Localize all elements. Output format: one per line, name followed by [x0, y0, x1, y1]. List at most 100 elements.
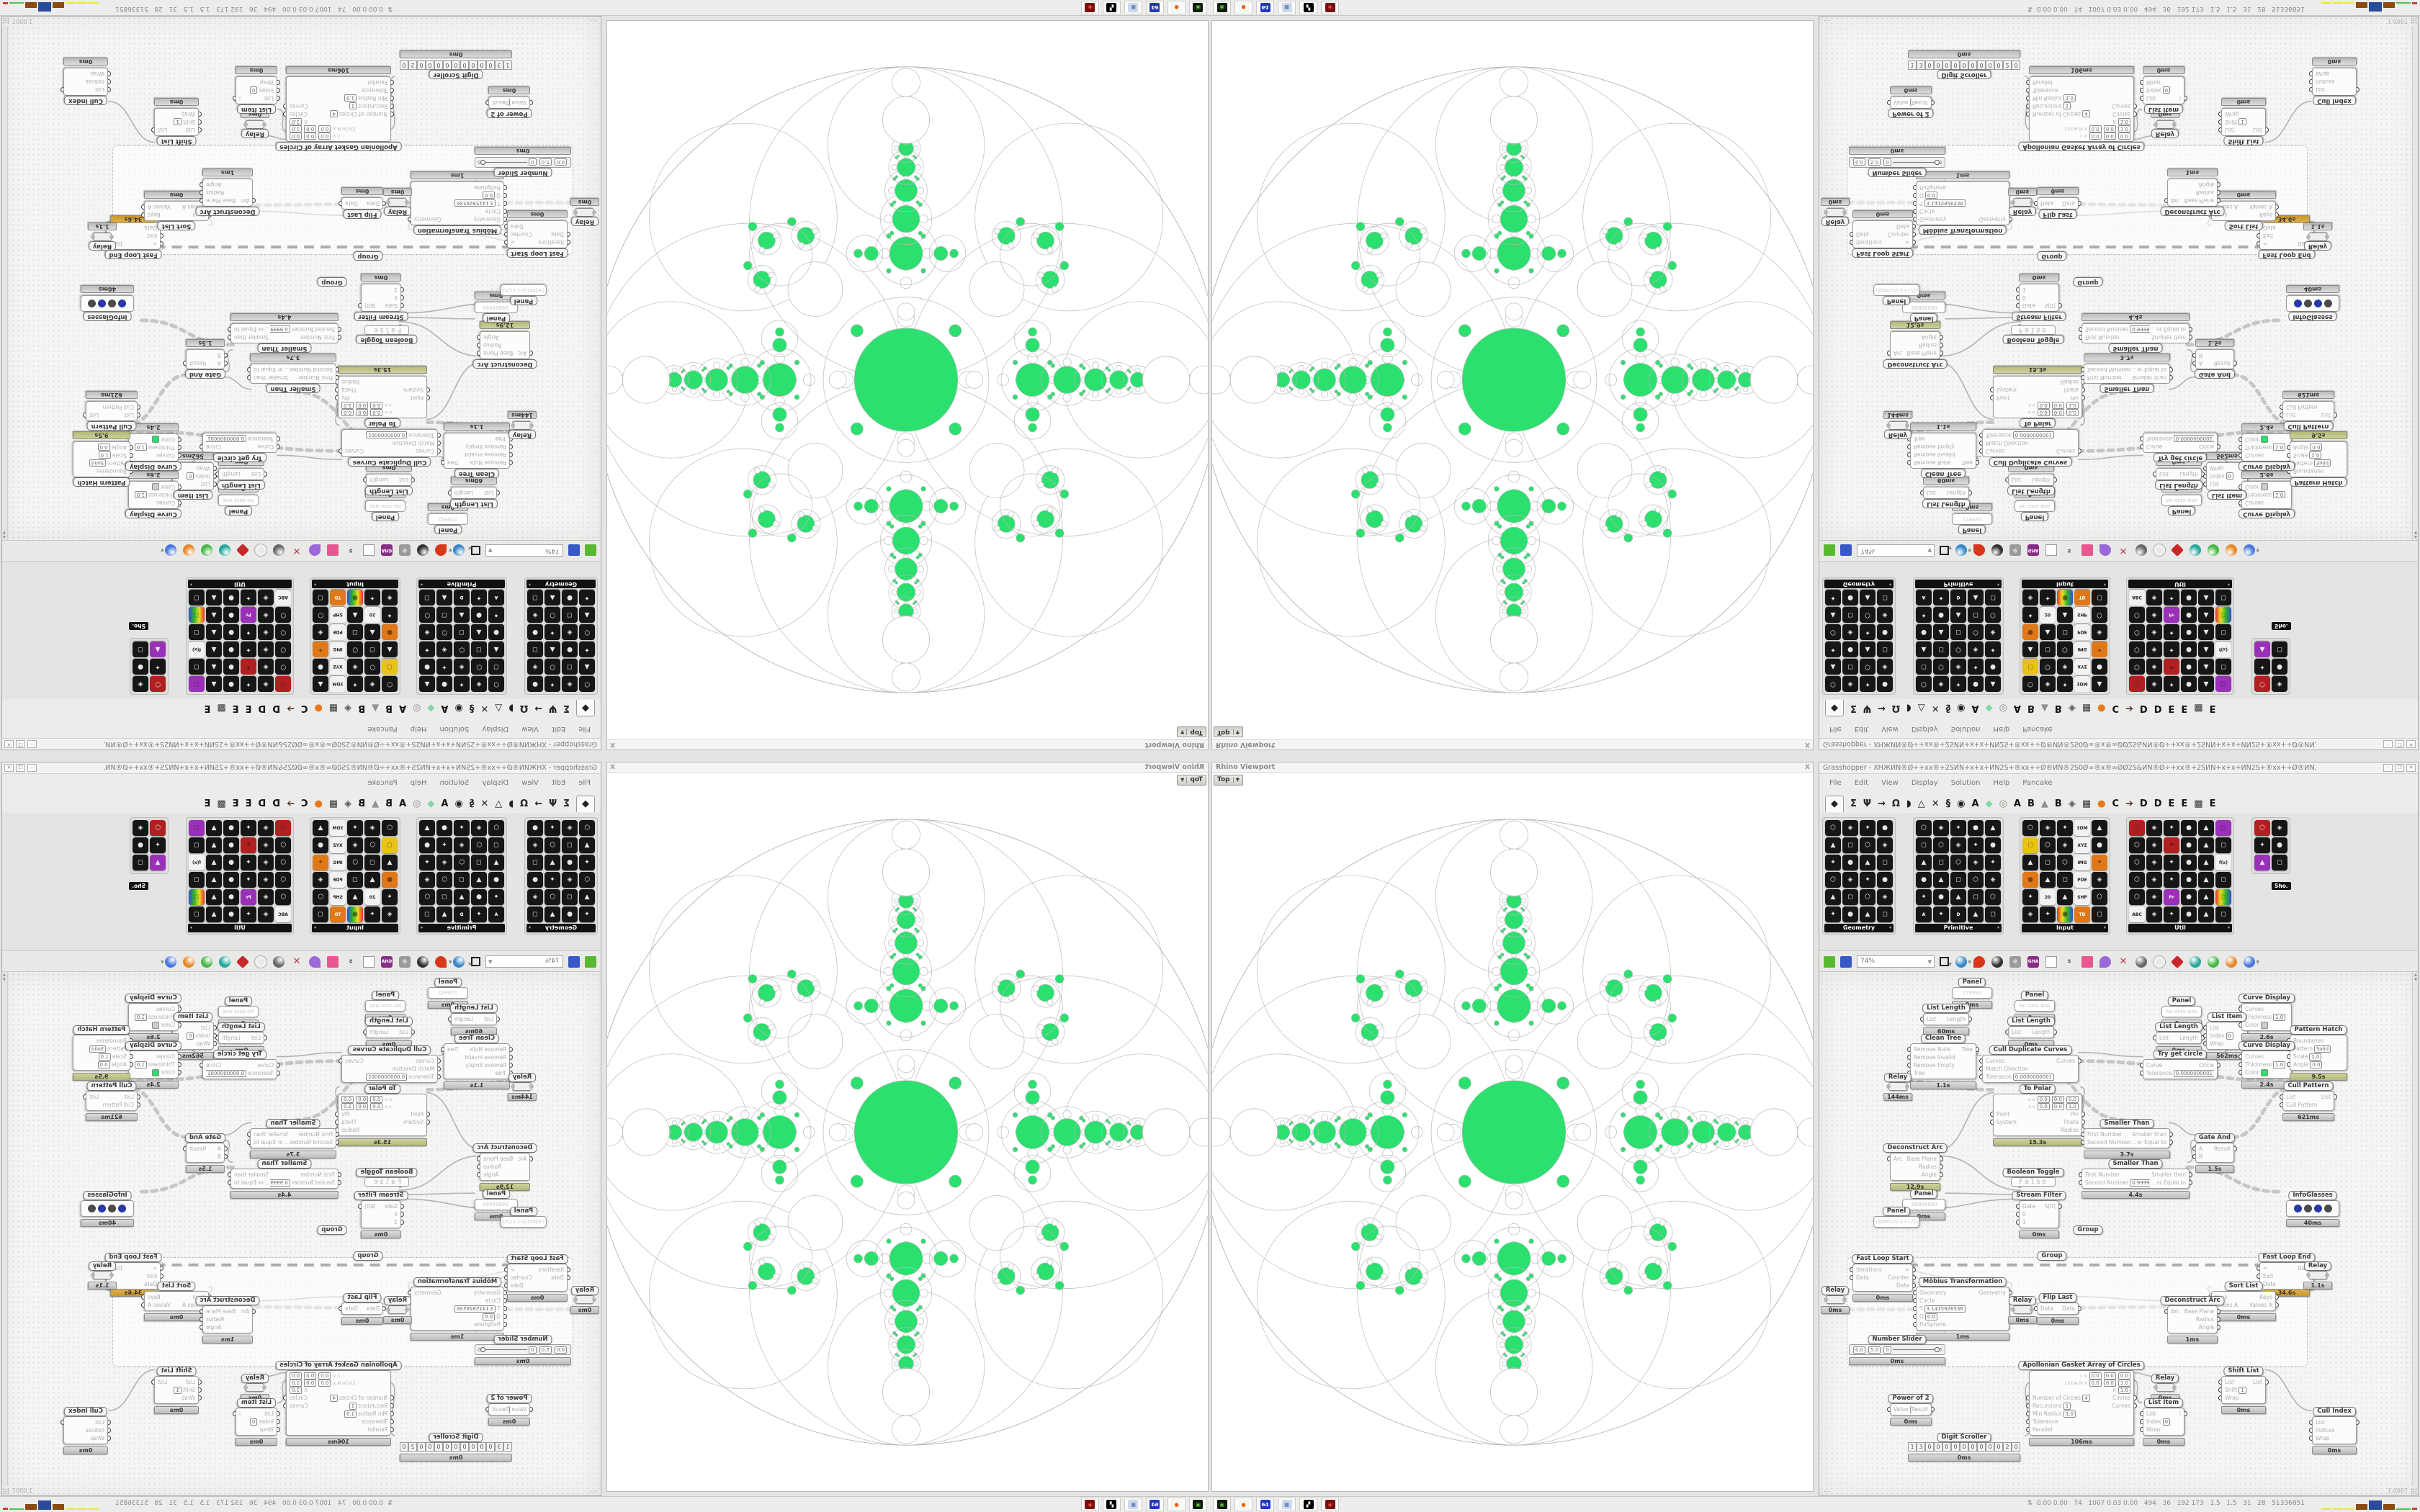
tab-plugin-14[interactable]: B: [385, 798, 393, 809]
scroll-up-icon[interactable]: ▲: [2414, 973, 2417, 977]
component-icon[interactable]: ●: [1877, 624, 1893, 640]
component-icon[interactable]: ✦: [1933, 590, 1949, 606]
component-icon[interactable]: ◻: [2215, 607, 2231, 623]
preview-eye-icon[interactable]: ▼: [449, 955, 465, 968]
tab-plugin-14[interactable]: B: [2027, 798, 2035, 809]
component-icon[interactable]: A: [1916, 590, 1932, 606]
open-file-icon[interactable]: [585, 955, 596, 968]
component-icon[interactable]: ◻: [2215, 889, 2231, 905]
gift-icon[interactable]: [327, 544, 339, 557]
output-port[interactable]: [358, 1204, 361, 1209]
output-port[interactable]: [339, 1306, 341, 1311]
component-icon[interactable]: ⬡: [150, 676, 166, 692]
gh-node-fast-loop-start[interactable]: Fast Loop Start Iterations > Data Counter Dat…: [504, 1254, 570, 1302]
output-port[interactable]: [228, 1180, 230, 1185]
component-icon[interactable]: ▲: [579, 889, 595, 905]
sketch-tool-icon[interactable]: [417, 544, 429, 557]
component-icon[interactable]: ✦: [544, 676, 560, 692]
output-port[interactable]: [448, 490, 451, 495]
tab-plugin-10[interactable]: A: [1971, 703, 1979, 714]
value-box[interactable]: 0.0: [318, 1380, 331, 1387]
ball-teal-icon[interactable]: [219, 955, 230, 968]
zoom-level-select[interactable]: 74% ▼: [485, 955, 563, 968]
digit-box[interactable]: 0: [460, 1442, 469, 1452]
component-icon[interactable]: ◻: [133, 642, 148, 657]
panel-label[interactable]: Util ▾: [188, 924, 292, 932]
tab-params[interactable]: ◆: [1825, 796, 1844, 812]
value-box[interactable]: 4: [330, 1394, 338, 1402]
component-icon[interactable]: ✦: [241, 624, 256, 640]
component-icon[interactable]: ▲: [2198, 872, 2214, 888]
gem-icon[interactable]: [236, 544, 250, 557]
component-icon[interactable]: ◻: [189, 872, 205, 888]
digit-box[interactable]: 0: [1951, 60, 1960, 70]
component-icon[interactable]: ◻: [488, 837, 504, 853]
maximize-icon[interactable]: ❐: [16, 764, 25, 772]
gh-node-m-bius-transformation[interactable]: Möbius Transformation Geometry Geometry Cir…: [1913, 1277, 2012, 1341]
component-icon[interactable]: ⬡: [2129, 820, 2145, 836]
component-icon[interactable]: ✦: [2254, 837, 2270, 853]
menu-display[interactable]: Display: [482, 725, 509, 734]
tab-plugin-15[interactable]: ▲: [2040, 703, 2048, 714]
component-icon[interactable]: ⬡: [1985, 889, 2001, 905]
digit-box[interactable]: 0: [452, 1442, 460, 1452]
component-icon[interactable]: ◈: [258, 820, 274, 836]
component-icon[interactable]: ⬡: [544, 659, 560, 675]
component-icon[interactable]: ●: [562, 855, 578, 870]
component-icon[interactable]: ✦: [579, 906, 595, 922]
tab-intersect[interactable]: ✕: [1931, 798, 1940, 809]
component-icon[interactable]: ⬡: [1916, 676, 1932, 692]
component-icon[interactable]: ●: [1916, 624, 1932, 640]
gh-node-list-length[interactable]: List Length List Length 60ms: [448, 1004, 500, 1035]
input-port[interactable]: [2153, 472, 2156, 477]
output-port[interactable]: [1913, 1275, 1916, 1280]
component-icon[interactable]: ◈: [527, 837, 543, 853]
component-icon[interactable]: ◈: [2146, 837, 2162, 853]
component-icon[interactable]: ▲: [2254, 642, 2270, 657]
component-icon[interactable]: ✦: [2164, 624, 2179, 640]
component-icon[interactable]: ⬡: [2129, 889, 2145, 905]
component-icon[interactable]: ◈: [419, 624, 435, 640]
digit-box[interactable]: 0: [1934, 60, 1942, 70]
firefox-icon[interactable]: ●: [1234, 1, 1252, 14]
minimize-icon[interactable]: –: [2383, 740, 2393, 748]
component-icon[interactable]: ●: [2022, 624, 2038, 640]
component-icon[interactable]: ◈: [527, 659, 543, 675]
component-icon[interactable]: ⬡: [2254, 820, 2270, 836]
component-icon[interactable]: ◻: [2040, 642, 2056, 657]
component-icon[interactable]: ⬡: [544, 837, 560, 853]
component-icon[interactable]: ✦: [241, 659, 256, 675]
component-icon[interactable]: ▲: [2254, 855, 2270, 870]
digit-box[interactable]: 0: [2012, 60, 2020, 70]
component-icon[interactable]: D: [454, 906, 470, 922]
value-box[interactable]: 0.0: [370, 1096, 383, 1103]
tab-plugin-19[interactable]: ●: [314, 703, 323, 714]
input-port[interactable]: [1990, 395, 1993, 400]
gh-node-fast-loop-start[interactable]: Fast Loop Start Iterations > Data Counter Dat…: [1850, 210, 1916, 258]
close-icon[interactable]: X: [1805, 741, 1810, 748]
gh-node-cull-index[interactable]: Cull Index List Indices Wrap 0ms: [2309, 58, 2360, 105]
component-icon[interactable]: ⬡: [364, 837, 380, 853]
input-port[interactable]: [2238, 453, 2241, 458]
component-icon[interactable]: ●: [2181, 872, 2197, 888]
input-port[interactable]: [2081, 367, 2084, 372]
input-port[interactable]: [1887, 100, 1890, 105]
tab-plugin-18[interactable]: ▦: [2081, 798, 2092, 809]
digit-box[interactable]: 2: [408, 1442, 417, 1452]
component-icon[interactable]: ⬡: [1950, 642, 1966, 657]
component-icon[interactable]: IMG: [330, 855, 346, 870]
component-icon[interactable]: ◻: [313, 906, 328, 922]
output-port[interactable]: [1913, 1283, 1916, 1288]
value-box[interactable]: 0.0: [482, 1313, 496, 1320]
component-icon[interactable]: ◻: [1985, 590, 2001, 606]
component-icon[interactable]: ●: [2181, 676, 2197, 692]
component-icon[interactable]: ●: [133, 659, 148, 675]
component-icon[interactable]: ⬡: [488, 820, 504, 836]
save-file-icon[interactable]: [1840, 955, 1852, 968]
tab-plugin-17[interactable]: ◈: [2068, 798, 2076, 809]
gh-node-clean-tree[interactable]: Clean Tree Remove Nulls Tree Remove Invalid…: [441, 423, 513, 478]
component-icon[interactable]: ⬡: [275, 872, 291, 888]
input-port[interactable]: [2192, 1154, 2195, 1159]
panel-label[interactable]: Primitive ▾: [1915, 924, 2002, 932]
